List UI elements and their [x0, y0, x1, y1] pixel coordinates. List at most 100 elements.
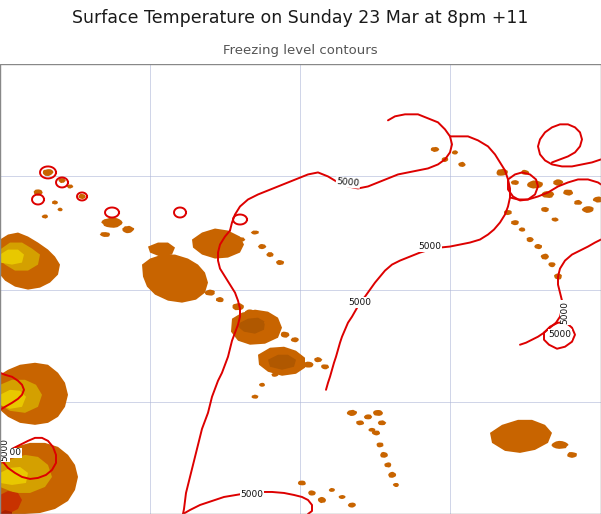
Text: 5000: 5000	[1, 438, 10, 462]
Polygon shape	[542, 191, 554, 198]
Polygon shape	[123, 226, 134, 233]
Polygon shape	[0, 250, 24, 265]
Polygon shape	[385, 462, 391, 468]
Polygon shape	[251, 395, 258, 399]
Polygon shape	[0, 491, 22, 514]
Text: Surface Temperature on Sunday 23 Mar at 8pm +11: Surface Temperature on Sunday 23 Mar at …	[72, 9, 529, 27]
Polygon shape	[347, 410, 357, 416]
Polygon shape	[238, 318, 265, 334]
Polygon shape	[378, 420, 386, 425]
Polygon shape	[78, 194, 86, 199]
Text: 5000: 5000	[336, 177, 360, 188]
Polygon shape	[552, 441, 569, 449]
Polygon shape	[308, 490, 316, 495]
Polygon shape	[582, 206, 594, 213]
Polygon shape	[527, 180, 543, 189]
Polygon shape	[496, 169, 508, 176]
Polygon shape	[0, 390, 26, 409]
Text: Freezing level contours: Freezing level contours	[223, 44, 378, 57]
Polygon shape	[259, 383, 265, 387]
Polygon shape	[548, 262, 556, 267]
Polygon shape	[298, 481, 306, 485]
Polygon shape	[526, 237, 534, 242]
Polygon shape	[0, 455, 52, 493]
Polygon shape	[554, 273, 562, 280]
Polygon shape	[192, 229, 244, 259]
Text: 5000: 5000	[0, 448, 22, 457]
Polygon shape	[373, 410, 383, 416]
Polygon shape	[0, 467, 28, 485]
Polygon shape	[148, 243, 175, 256]
Polygon shape	[593, 196, 601, 203]
Polygon shape	[318, 497, 326, 503]
Polygon shape	[534, 244, 542, 249]
Polygon shape	[281, 332, 289, 338]
Polygon shape	[563, 190, 573, 196]
Polygon shape	[368, 428, 375, 432]
Polygon shape	[233, 303, 244, 310]
Polygon shape	[377, 443, 383, 447]
Polygon shape	[541, 253, 549, 260]
Polygon shape	[34, 190, 43, 195]
Polygon shape	[264, 320, 272, 325]
Polygon shape	[511, 180, 519, 185]
Text: 5000: 5000	[418, 242, 442, 251]
Polygon shape	[372, 431, 380, 435]
Polygon shape	[268, 355, 296, 370]
Polygon shape	[431, 147, 439, 152]
Polygon shape	[142, 254, 208, 303]
Polygon shape	[0, 510, 12, 514]
Polygon shape	[380, 452, 388, 458]
Text: 5000: 5000	[349, 298, 371, 307]
Polygon shape	[234, 237, 245, 242]
Polygon shape	[511, 220, 519, 225]
Text: 5000: 5000	[549, 330, 572, 339]
Polygon shape	[393, 483, 399, 487]
Polygon shape	[67, 185, 73, 189]
Polygon shape	[231, 309, 282, 345]
Polygon shape	[364, 414, 372, 419]
Polygon shape	[388, 472, 396, 478]
Polygon shape	[452, 150, 458, 155]
Polygon shape	[0, 443, 78, 514]
Polygon shape	[356, 420, 364, 425]
Polygon shape	[172, 269, 184, 276]
Polygon shape	[504, 210, 511, 215]
Polygon shape	[552, 217, 558, 222]
Polygon shape	[0, 380, 42, 413]
Polygon shape	[100, 232, 110, 237]
Polygon shape	[348, 503, 356, 507]
Polygon shape	[190, 280, 200, 286]
Polygon shape	[258, 347, 305, 376]
Polygon shape	[458, 162, 466, 167]
Polygon shape	[0, 243, 40, 270]
Polygon shape	[272, 327, 278, 332]
Polygon shape	[541, 207, 549, 212]
Polygon shape	[251, 231, 259, 234]
Polygon shape	[574, 200, 582, 205]
Polygon shape	[41, 214, 48, 218]
Polygon shape	[0, 363, 68, 425]
Text: 5000: 5000	[561, 301, 570, 324]
Polygon shape	[58, 208, 63, 211]
Polygon shape	[490, 420, 552, 453]
Polygon shape	[58, 178, 66, 183]
Polygon shape	[216, 297, 224, 302]
Polygon shape	[521, 170, 529, 175]
Polygon shape	[157, 261, 173, 269]
Polygon shape	[0, 232, 60, 289]
Polygon shape	[276, 260, 284, 265]
Polygon shape	[321, 364, 329, 370]
Polygon shape	[52, 200, 58, 205]
Polygon shape	[442, 157, 448, 162]
Polygon shape	[567, 452, 577, 458]
Polygon shape	[554, 179, 563, 186]
Polygon shape	[205, 289, 215, 296]
Polygon shape	[43, 169, 53, 176]
Polygon shape	[339, 495, 346, 499]
Polygon shape	[329, 488, 335, 492]
Text: 5000: 5000	[240, 490, 263, 500]
Polygon shape	[271, 373, 279, 377]
Polygon shape	[266, 252, 273, 257]
Polygon shape	[101, 217, 123, 228]
